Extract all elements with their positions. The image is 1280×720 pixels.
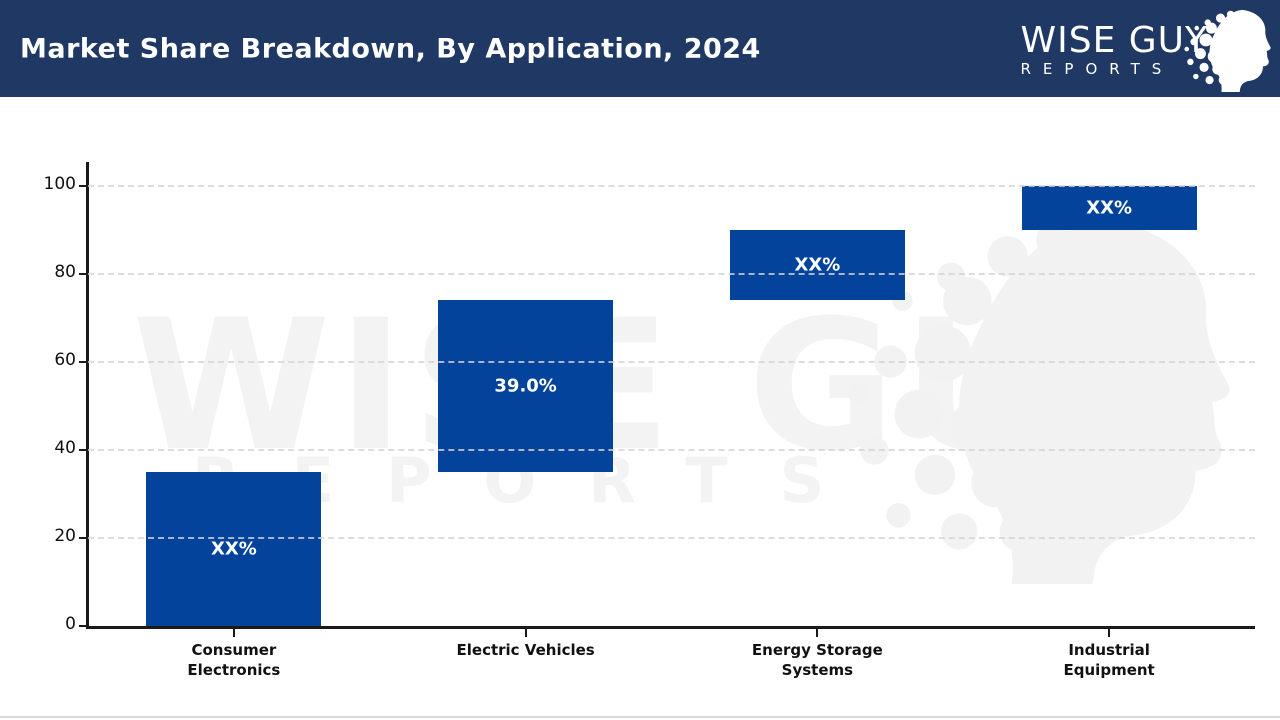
y-axis-tick-label: 100 — [43, 174, 76, 194]
y-axis-tick-label: 0 — [65, 614, 76, 634]
x-axis-category-label: Energy Storage Systems — [751, 641, 883, 680]
footer-divider — [0, 716, 1280, 718]
logo-text: WISE GUY REPORTS — [1020, 19, 1209, 79]
x-axis-tick-mark — [232, 629, 235, 637]
x-axis-line — [86, 626, 1255, 629]
bar-segment — [729, 230, 905, 301]
y-axis-tick-mark — [79, 537, 87, 539]
x-axis-tick-mark — [524, 629, 527, 637]
x-axis-category-label: Industrial Equipment — [1063, 641, 1155, 680]
logo-wise-guy-label: WISE GUY — [1020, 19, 1208, 61]
face-profile-icon — [1178, 8, 1274, 92]
bar-segment — [1021, 186, 1197, 230]
logo-reports-label: REPORTS — [1020, 60, 1174, 79]
x-axis-tick-mark — [1108, 629, 1111, 637]
y-axis-tick-mark — [79, 361, 87, 363]
page-title: Market Share Breakdown, By Application, … — [20, 33, 761, 64]
gridline — [88, 537, 1255, 539]
y-axis-tick-label: 80 — [54, 262, 76, 282]
y-axis-tick-label: 60 — [54, 350, 76, 370]
x-axis-tick-mark — [816, 629, 819, 637]
bar-value-label: XX% — [1086, 197, 1133, 219]
header-bar: Market Share Breakdown, By Application, … — [0, 0, 1280, 97]
bar-value-label: XX% — [210, 538, 257, 560]
bar-segment — [146, 472, 322, 626]
bar-value-label: 39.0% — [494, 375, 557, 397]
gridline — [88, 361, 1255, 363]
bar-value-label: XX% — [794, 254, 841, 276]
y-axis-tick-label: 20 — [54, 526, 76, 546]
gridline — [88, 273, 1255, 275]
y-axis-tick-label: 40 — [54, 438, 76, 458]
y-axis-tick-mark — [79, 273, 87, 275]
y-axis-tick-mark — [79, 185, 87, 187]
y-axis-tick-mark — [79, 625, 87, 627]
gridline — [88, 185, 1255, 187]
y-axis-line — [86, 162, 89, 629]
gridline — [88, 449, 1255, 451]
x-axis-category-label: Electric Vehicles — [456, 641, 595, 659]
bar-segment — [438, 300, 614, 472]
x-axis-category-label: Consumer Electronics — [187, 641, 281, 680]
y-axis-tick-mark — [79, 449, 87, 451]
wise-guy-reports-logo: WISE GUY REPORTS — [1021, 6, 1275, 94]
